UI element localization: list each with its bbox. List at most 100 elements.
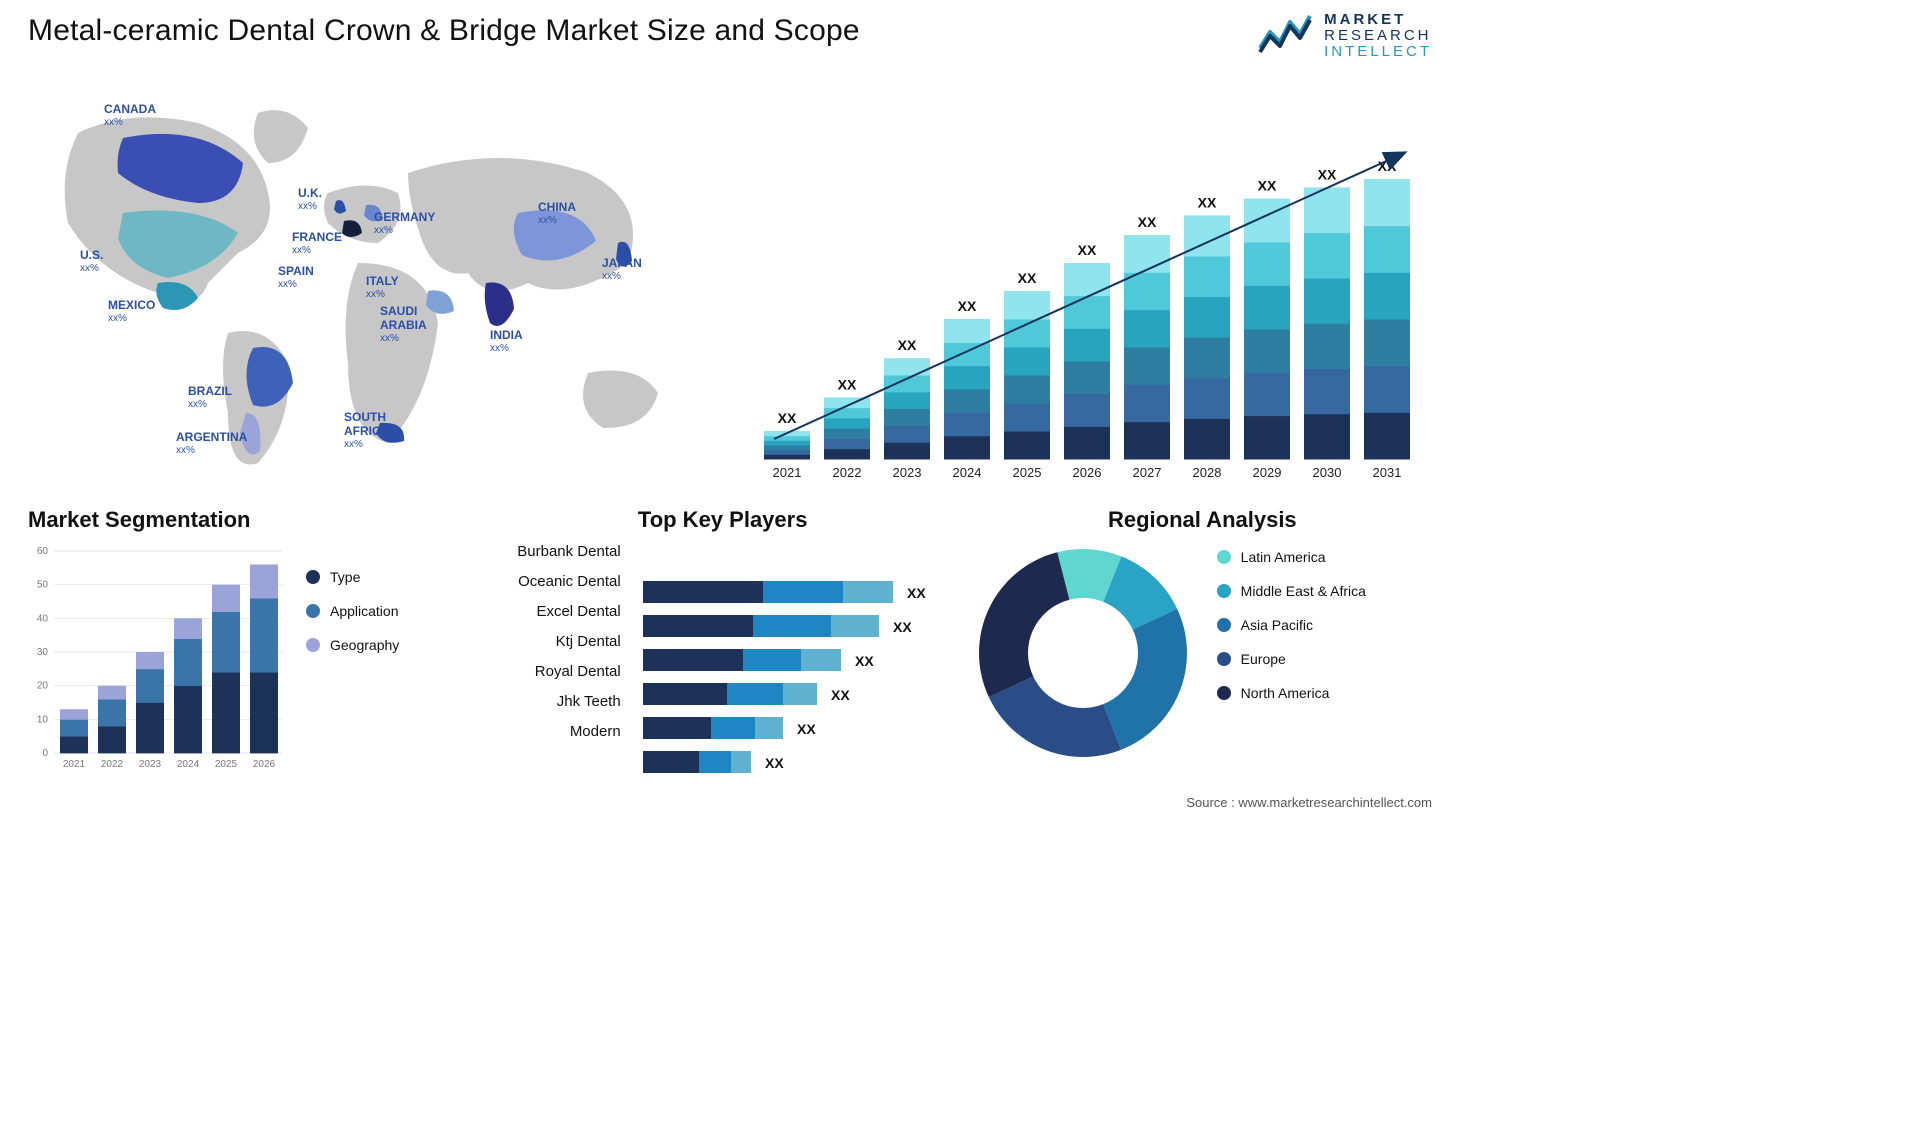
growth-bar-2024-seg1: [944, 413, 990, 437]
players-title: Top Key Players: [483, 507, 963, 533]
map-label-japan: JAPANxx%: [602, 257, 642, 282]
growth-bar-2023-seg0: [884, 442, 930, 459]
seg-bar: [60, 736, 88, 753]
donut-slice: [1103, 609, 1187, 750]
regional-legend-item: Europe: [1217, 651, 1366, 667]
growth-bar-2026-seg5: [1064, 263, 1110, 296]
growth-year-label: 2028: [1193, 465, 1222, 480]
growth-bar-2024-seg2: [944, 389, 990, 413]
regional-legend-item: North America: [1217, 685, 1366, 701]
seg-year: 2026: [253, 759, 276, 770]
growth-bar-2031-seg0: [1364, 413, 1410, 460]
map-label-india: INDIAxx%: [490, 329, 523, 354]
seg-year: 2024: [177, 759, 200, 770]
growth-year-label: 2026: [1073, 465, 1102, 480]
player-bar-seg: [755, 717, 783, 739]
player-bar-seg: [783, 683, 817, 705]
growth-top-label: XX: [898, 337, 917, 353]
seg-legend-item: Application: [306, 603, 399, 619]
growth-bar-2023-seg5: [884, 358, 930, 375]
growth-bar-2022-seg1: [824, 439, 870, 450]
regional-legend-label: Middle East & Africa: [1241, 583, 1366, 599]
growth-bar-2028-seg0: [1184, 419, 1230, 460]
player-bar-seg: [711, 717, 755, 739]
growth-bar-2027-seg1: [1124, 385, 1170, 423]
seg-year: 2022: [101, 759, 124, 770]
growth-bar-2026-seg4: [1064, 296, 1110, 329]
swatch-icon: [306, 570, 320, 584]
segmentation-body: 0102030405060202120222023202420252026 Ty…: [28, 543, 473, 773]
brand-logo: MARKET RESEARCH INTELLECT: [1258, 12, 1432, 59]
growth-year-label: 2024: [953, 465, 982, 480]
player-bar-seg: [801, 649, 841, 671]
growth-bar-2021-seg2: [764, 445, 810, 450]
players-chart: XXXXXXXXXXXX: [643, 543, 963, 775]
growth-bar-2024-seg4: [944, 343, 990, 367]
player-bar-seg: [643, 649, 743, 671]
regional-legend-item: Latin America: [1217, 549, 1366, 565]
map-label-italy: ITALYxx%: [366, 275, 399, 300]
seg-bar: [212, 612, 240, 673]
seg-bar: [60, 709, 88, 720]
swatch-icon: [306, 638, 320, 652]
seg-legend-label: Type: [330, 569, 360, 585]
growth-bar-2031-seg5: [1364, 179, 1410, 226]
player-bar-seg: [643, 581, 763, 603]
growth-year-label: 2027: [1133, 465, 1162, 480]
map-label-germany: GERMANYxx%: [374, 211, 435, 236]
world-map: CANADAxx%U.S.xx%MEXICOxx%BRAZILxx%ARGENT…: [28, 83, 716, 481]
regional-legend-label: North America: [1241, 685, 1330, 701]
page-root: Metal-ceramic Dental Crown & Bridge Mark…: [0, 0, 1456, 816]
growth-bar-2022-seg0: [824, 449, 870, 460]
regional-legend: Latin America Middle East & Africa Asia Pa…: [1217, 543, 1366, 701]
swatch-icon: [1217, 618, 1231, 632]
player-bar-seg: [753, 615, 831, 637]
seg-legend-item: Type: [306, 569, 399, 585]
growth-bar-2029-seg0: [1244, 416, 1290, 460]
growth-bar-2028-seg1: [1184, 378, 1230, 419]
player-bar-seg: [727, 683, 783, 705]
growth-bar-2021-seg4: [764, 436, 810, 441]
growth-bar-2028-seg3: [1184, 297, 1230, 338]
regional-body: Latin America Middle East & Africa Asia Pa…: [973, 543, 1432, 763]
seg-year: 2021: [63, 759, 86, 770]
player-label: Ktj Dental: [483, 633, 621, 650]
growth-top-label: XX: [1078, 242, 1097, 258]
growth-top-label: XX: [1138, 214, 1157, 230]
growth-bar-2027-seg0: [1124, 422, 1170, 460]
growth-bar-2022-seg3: [824, 418, 870, 429]
player-bar-seg: [643, 615, 753, 637]
seg-year: 2025: [215, 759, 238, 770]
seg-legend-label: Geography: [330, 637, 399, 653]
regional-legend-label: Asia Pacific: [1241, 617, 1313, 633]
growth-bar-2024-seg3: [944, 366, 990, 390]
player-xx-label: XX: [797, 721, 816, 737]
growth-bar-2027-seg5: [1124, 235, 1170, 273]
seg-bar: [174, 686, 202, 754]
player-bar-seg: [643, 717, 711, 739]
growth-bar-2021-seg3: [764, 441, 810, 446]
growth-bar-2026-seg3: [1064, 329, 1110, 362]
logo-text: MARKET RESEARCH INTELLECT: [1324, 12, 1432, 59]
regional-legend-label: Europe: [1241, 651, 1286, 667]
logo-mark-icon: [1258, 12, 1314, 54]
growth-bar-2029-seg1: [1244, 372, 1290, 416]
growth-bar-2027-seg3: [1124, 310, 1170, 348]
seg-ytick: 10: [37, 715, 49, 726]
seg-ytick: 40: [37, 614, 49, 625]
seg-bar: [98, 726, 126, 753]
seg-bar: [212, 672, 240, 753]
seg-bar: [174, 619, 202, 640]
growth-bar-2025-seg0: [1004, 431, 1050, 460]
seg-bar: [136, 652, 164, 669]
donut-slice: [989, 677, 1121, 758]
player-xx-label: XX: [831, 687, 850, 703]
growth-bar-2031-seg1: [1364, 366, 1410, 413]
player-label: Burbank Dental: [483, 543, 621, 560]
growth-top-label: XX: [838, 377, 857, 393]
seg-bar: [250, 598, 278, 672]
page-title: Metal-ceramic Dental Crown & Bridge Mark…: [28, 14, 860, 48]
growth-bar-2026-seg0: [1064, 427, 1110, 460]
source-caption: Source : www.marketresearchintellect.com: [1186, 795, 1432, 810]
growth-bar-2025-seg3: [1004, 347, 1050, 376]
